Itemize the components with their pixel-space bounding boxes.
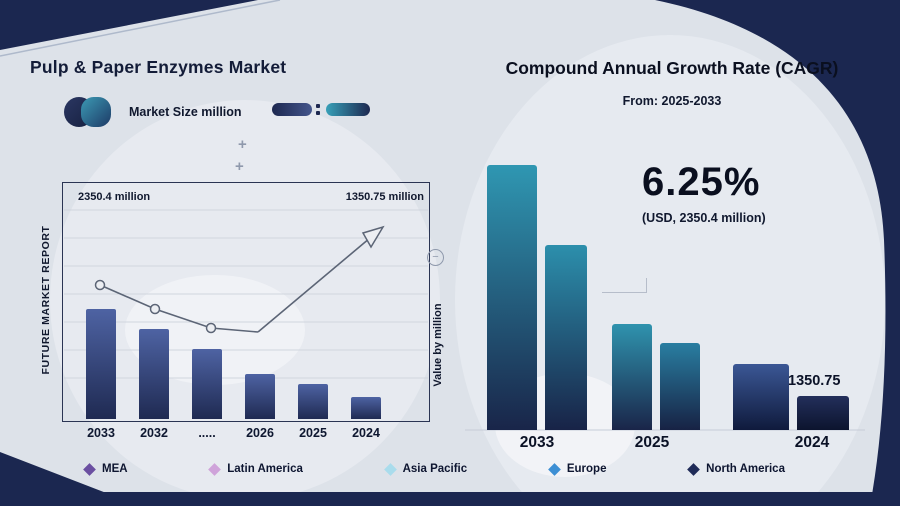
right-chart-bar <box>660 342 700 430</box>
left-chart-y-axis-label: FUTURE MARKET REPORT <box>40 225 52 375</box>
right-chart-title: Compound Annual Growth Rate (CAGR) <box>505 58 839 78</box>
right-chart-bar <box>797 395 849 430</box>
right-chart-bar <box>487 165 537 430</box>
right-chart-bar <box>733 363 789 430</box>
data-label-2024: 1350.75 <box>788 373 841 389</box>
legend-label: MEA <box>102 463 128 475</box>
diamond-icon <box>547 462 561 476</box>
legend-item-latin-america: Latin America <box>208 462 303 476</box>
diamond-icon <box>687 462 701 476</box>
legend-label: North America <box>706 463 785 475</box>
cagr-note: (USD, 2350.4 million) <box>642 211 766 225</box>
plus-icon: + <box>235 158 244 175</box>
right-chart-y-axis-label: Value by million <box>432 303 444 387</box>
legend-item-north-america: North America <box>687 462 785 476</box>
bottom-legend: MEA Latin America Asia Pacific Europe North … <box>83 462 785 476</box>
right-chart-xlabel: 2025 <box>634 434 670 451</box>
annotation-max-value: 2350.4 million <box>78 191 151 203</box>
legend-pill-navy <box>272 103 312 116</box>
right-chart-x-axis-labels: 2033 2025 2024 <box>0 434 900 456</box>
legend-pill-teal <box>326 103 370 116</box>
right-chart-bar <box>612 324 652 430</box>
legend-label: Asia Pacific <box>402 463 468 475</box>
market-size-icon <box>64 95 118 129</box>
diamond-icon <box>208 462 222 476</box>
legend-item-mea: MEA <box>83 462 128 476</box>
circle-icon <box>81 97 111 127</box>
legend-item-asia-pacific: Asia Pacific <box>383 462 468 476</box>
right-chart-group-2033 <box>487 165 587 430</box>
market-size-legend-label: Market Size million <box>129 105 242 119</box>
annotation-min-value: 1350.75 million <box>345 191 424 203</box>
right-chart-bars <box>0 165 900 430</box>
plus-icon: + <box>238 136 247 153</box>
legend-item-europe: Europe <box>547 462 607 476</box>
legend-label: Latin America <box>227 463 303 475</box>
right-chart-bar <box>545 244 587 430</box>
right-chart-xlabel: 2033 <box>519 434 555 451</box>
minus-circle-icon: − <box>427 249 444 266</box>
legend-label: Europe <box>566 463 607 475</box>
right-chart-xlabel: 2024 <box>794 434 830 451</box>
right-chart-subtitle: From: 2025-2033 <box>622 94 722 108</box>
left-chart-title: Pulp & Paper Enzymes Market <box>30 57 287 77</box>
cagr-value: 6.25% <box>642 160 761 204</box>
diamond-icon <box>383 462 397 476</box>
diamond-icon <box>83 462 96 476</box>
legend-pill-separator-icon <box>316 104 320 115</box>
